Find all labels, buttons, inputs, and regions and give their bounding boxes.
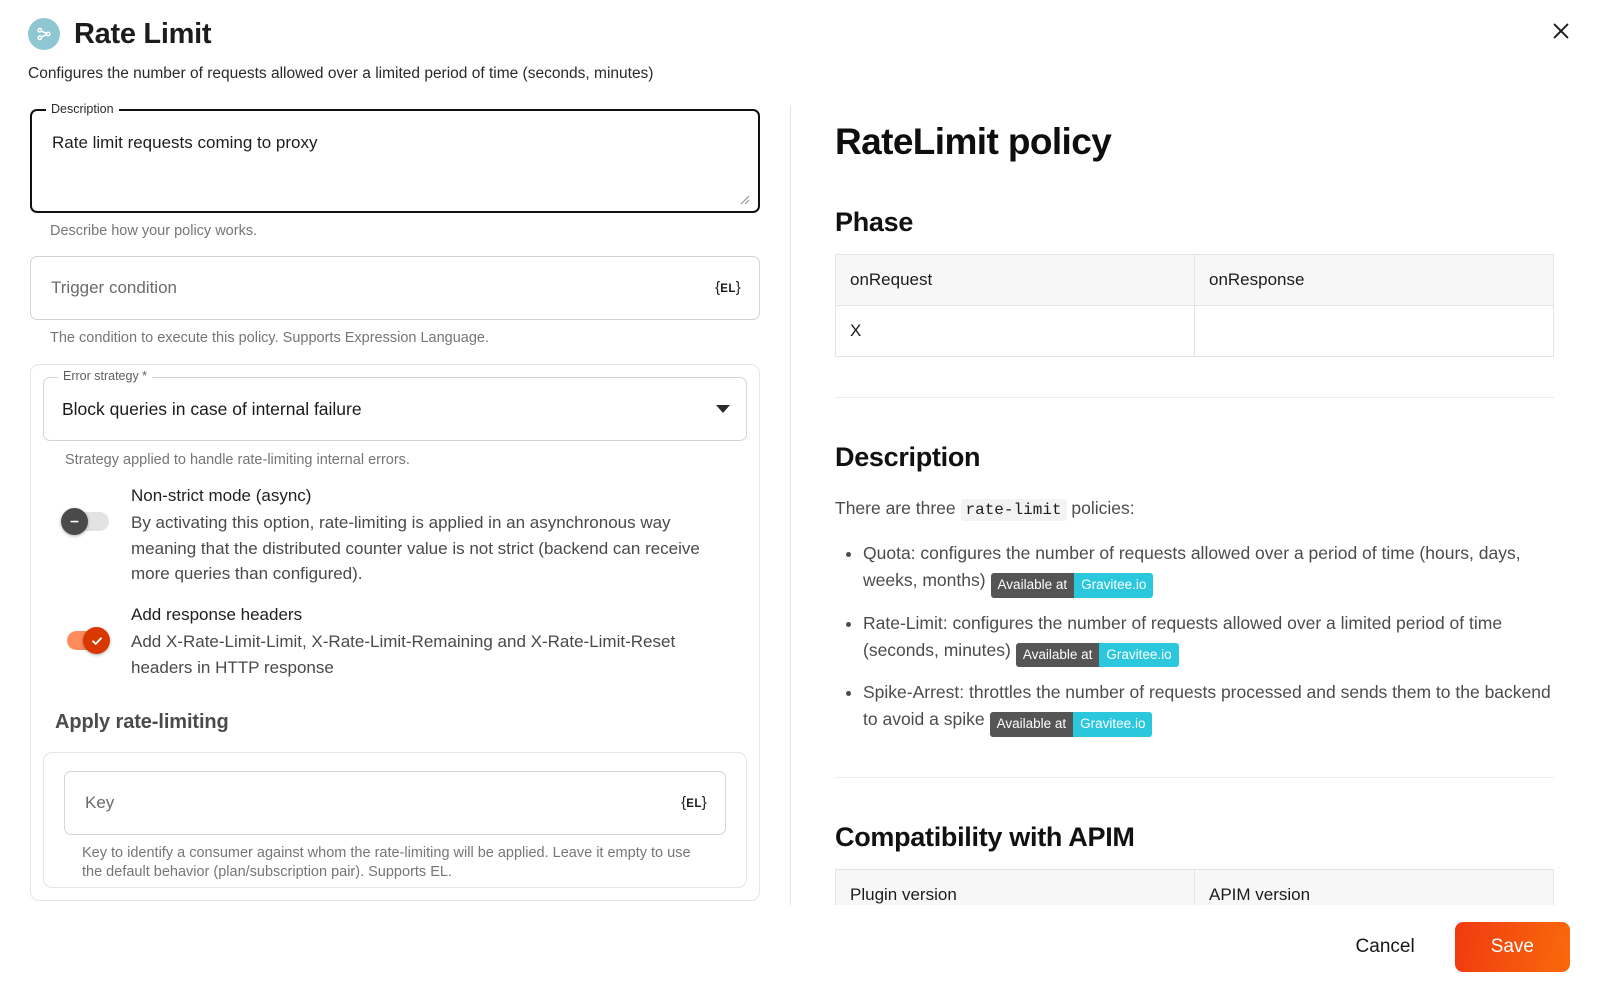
- toggle-knob: [83, 627, 110, 655]
- non-strict-mode-toggle[interactable]: [61, 508, 109, 536]
- page-title: Rate Limit: [74, 17, 212, 50]
- badge-value: Gravitee.io: [1074, 573, 1154, 598]
- chevron-down-icon[interactable]: [716, 405, 730, 414]
- badge-label: Available at: [989, 712, 1074, 737]
- badge-label: Available at: [1015, 642, 1100, 668]
- key-hint: Key to identify a consumer against whom …: [82, 844, 691, 881]
- non-strict-mode-title: Non-strict mode (async): [131, 486, 312, 506]
- add-response-headers-title: Add response headers: [131, 605, 303, 625]
- resize-handle-icon[interactable]: [738, 193, 752, 207]
- el-badge-icon[interactable]: {EL}: [681, 794, 707, 812]
- error-strategy-select[interactable]: Error strategy * Block queries in case o…: [43, 370, 747, 442]
- list-item: Quota: configures the number of requests…: [863, 540, 1554, 598]
- trigger-condition-input[interactable]: Trigger condition {EL}: [30, 255, 760, 320]
- add-response-headers-toggle[interactable]: [61, 627, 110, 655]
- phase-col-onresponse: onResponse: [1194, 254, 1554, 306]
- policy-documentation-pane: RateLimit policy Phase onRequest onRespo…: [791, 99, 1600, 906]
- doc-divider: [835, 397, 1554, 398]
- compatibility-table: Plugin version APIM version: [835, 868, 1554, 906]
- check-icon: [91, 637, 102, 645]
- key-input[interactable]: Key {EL}: [64, 770, 726, 835]
- save-button[interactable]: Save: [1454, 921, 1570, 972]
- description-input[interactable]: Description Rate limit requests coming t…: [30, 103, 760, 213]
- dialog-header: Rate Limit Configures the number of requ…: [0, 0, 1600, 98]
- error-strategy-label: Error strategy *: [58, 370, 153, 383]
- availability-badge: Available at Gravitee.io: [989, 712, 1153, 737]
- table-header-row: Plugin version APIM version: [835, 868, 1554, 906]
- list-item-text: Spike-Arrest: throttles the number of re…: [863, 682, 1551, 730]
- doc-divider: [835, 776, 1554, 778]
- policy-share-icon: [28, 18, 60, 50]
- phase-cell-onrequest: X: [835, 305, 1195, 357]
- compat-col-apim-version: APIM version: [1194, 868, 1554, 906]
- doc-compatibility-heading: Compatibility with APIM: [835, 821, 1135, 852]
- doc-title: RateLimit policy: [835, 121, 1112, 162]
- table-header-row: onRequest onResponse: [835, 254, 1554, 306]
- content-clip-mask: [0, 905, 1600, 906]
- error-strategy-hint: Strategy applied to handle rate-limiting…: [65, 452, 410, 469]
- add-response-headers-description: Add X-Rate-Limit-Limit, X-Rate-Limit-Rem…: [131, 631, 676, 677]
- error-strategy-value: Block queries in case of internal failur…: [62, 398, 362, 419]
- list-item-text: Rate-Limit: configures the number of req…: [863, 612, 1503, 660]
- badge-value: Gravitee.io: [1099, 642, 1179, 668]
- non-strict-mode-description: By activating this option, rate-limiting…: [131, 512, 700, 584]
- error-strategy-card: Error strategy * Block queries in case o…: [30, 364, 760, 901]
- trigger-condition-placeholder: Trigger condition: [51, 277, 177, 297]
- doc-description-intro: There are three rate-limit policies:: [835, 495, 1554, 522]
- list-item: Spike-Arrest: throttles the number of re…: [863, 679, 1554, 737]
- pane-divider: [790, 105, 791, 906]
- key-field-card: Key {EL} Key to identify a consumer agai…: [43, 751, 747, 888]
- cancel-button[interactable]: Cancel: [1342, 926, 1429, 968]
- close-icon[interactable]: [1544, 14, 1578, 48]
- doc-phase-heading: Phase: [835, 207, 914, 237]
- doc-description-heading: Description: [835, 442, 981, 472]
- availability-badge: Available at Gravitee.io: [990, 573, 1154, 598]
- policy-form-pane: Description Rate limit requests coming t…: [0, 99, 790, 906]
- phase-col-onrequest: onRequest: [835, 254, 1195, 306]
- description-value: Rate limit requests coming to proxy: [52, 133, 318, 152]
- title-row: Rate Limit: [28, 18, 1572, 50]
- description-label: Description: [46, 103, 119, 116]
- badge-value: Gravitee.io: [1073, 712, 1153, 737]
- key-placeholder: Key: [85, 792, 115, 812]
- description-hint: Describe how your policy works.: [50, 223, 258, 239]
- availability-badge: Available at Gravitee.io: [1015, 642, 1179, 668]
- toggle-row-non-strict-mode: Non-strict mode (async) By activating th…: [43, 468, 747, 587]
- description-field-wrap: Description Rate limit requests coming t…: [30, 103, 760, 242]
- dialog-body: Description Rate limit requests coming t…: [0, 98, 1600, 906]
- rate-limit-code: rate-limit: [960, 499, 1067, 521]
- toggle-row-add-response-headers: Add response headers Add X-Rate-Limit-Li…: [43, 587, 747, 680]
- badge-label: Available at: [990, 573, 1075, 598]
- compat-col-plugin-version: Plugin version: [835, 868, 1195, 906]
- phase-table: onRequest onResponse X: [835, 254, 1554, 357]
- dialog-subtitle: Configures the number of requests allowe…: [28, 65, 654, 82]
- trigger-condition-hint: The condition to execute this policy. Su…: [50, 329, 490, 346]
- intro-after: policies:: [1071, 498, 1135, 518]
- table-row: X: [835, 305, 1554, 357]
- toggle-knob: [61, 508, 88, 536]
- dialog-footer: Cancel Save: [0, 906, 1600, 986]
- minus-icon: [70, 520, 79, 523]
- list-item-text: Quota: configures the number of requests…: [863, 543, 1521, 591]
- apply-rate-limiting-heading: Apply rate-limiting: [55, 710, 229, 733]
- policy-list: Quota: configures the number of requests…: [835, 540, 1554, 737]
- trigger-condition-wrap: Trigger condition {EL} The condition to …: [30, 255, 760, 349]
- el-badge-icon[interactable]: {EL}: [715, 279, 741, 297]
- phase-cell-onresponse: [1194, 305, 1554, 357]
- intro-before: There are three: [835, 498, 956, 518]
- list-item: Rate-Limit: configures the number of req…: [863, 610, 1554, 668]
